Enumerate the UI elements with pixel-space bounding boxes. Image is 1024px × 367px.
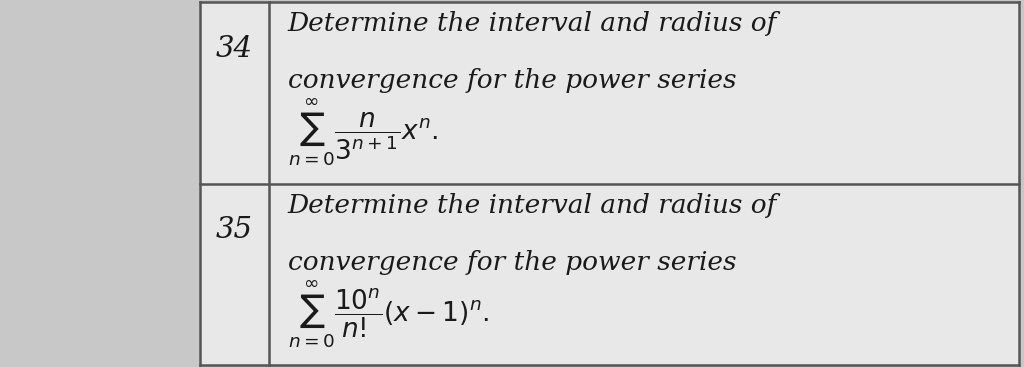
Text: 34: 34 [216, 34, 253, 63]
Text: $\sum_{n=0}^{\infty} \dfrac{10^n}{n!}(x-1)^n.$: $\sum_{n=0}^{\infty} \dfrac{10^n}{n!}(x-… [288, 278, 489, 350]
Text: 35: 35 [216, 216, 253, 244]
Text: $\sum_{n=0}^{\infty} \dfrac{n}{3^{n+1}}x^n.$: $\sum_{n=0}^{\infty} \dfrac{n}{3^{n+1}}x… [288, 96, 438, 168]
Text: Determine the interval and radius of: Determine the interval and radius of [288, 11, 777, 36]
Text: Determine the interval and radius of: Determine the interval and radius of [288, 193, 777, 218]
Text: convergence for the power series: convergence for the power series [288, 68, 736, 93]
Text: convergence for the power series: convergence for the power series [288, 250, 736, 275]
Bar [200, 2, 1019, 365]
